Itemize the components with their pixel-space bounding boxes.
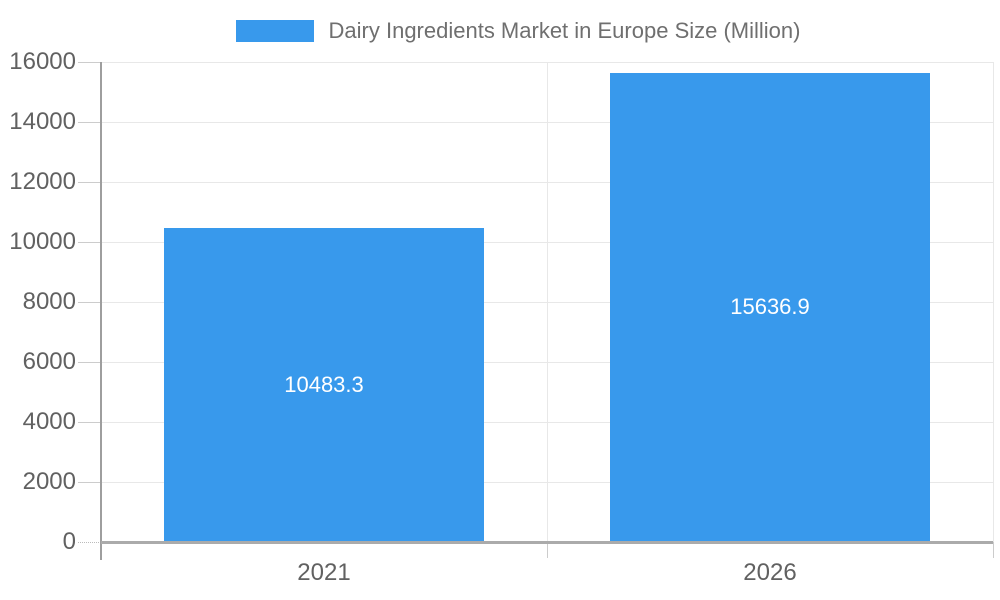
- bar[interactable]: [164, 227, 484, 542]
- x-tick-mark: [546, 542, 548, 558]
- y-axis-line: [100, 62, 102, 560]
- y-tick-mark: [78, 481, 101, 483]
- y-axis-tick-label: 14000: [9, 108, 76, 135]
- y-tick-mark: [78, 181, 101, 183]
- legend-label: Dairy Ingredients Market in Europe Size …: [328, 18, 801, 43]
- x-axis-line: [101, 541, 993, 544]
- y-tick-mark: [78, 241, 101, 243]
- y-tick-mark: [78, 301, 101, 303]
- x-axis-tick-label: 2021: [297, 559, 351, 586]
- bar-value-label: 15636.9: [730, 294, 810, 320]
- x-tick-mark: [992, 542, 994, 558]
- category-separator-line: [992, 62, 994, 542]
- legend[interactable]: Dairy Ingredients Market in Europe Size …: [18, 18, 1000, 44]
- x-axis-tick-label: 2026: [743, 559, 797, 586]
- category-separator-line: [546, 62, 548, 542]
- y-axis-tick-label: 16000: [9, 48, 76, 75]
- legend-swatch: [235, 20, 314, 42]
- bar-value-label: 10483.3: [284, 371, 364, 397]
- y-axis-tick-label: 12000: [9, 168, 76, 195]
- y-tick-mark: [78, 61, 101, 63]
- y-axis-tick-label: 10000: [9, 228, 76, 255]
- y-tick-mark: [78, 421, 101, 423]
- y-axis-tick-label: 8000: [22, 288, 76, 315]
- y-tick-mark: [78, 361, 101, 363]
- y-tick-mark: [78, 121, 101, 123]
- bar[interactable]: [610, 72, 930, 542]
- y-axis-tick-label: 6000: [22, 348, 76, 375]
- y-axis-tick-label: 2000: [22, 468, 76, 495]
- y-tick-mark: [78, 541, 101, 543]
- y-axis-tick-label: 0: [62, 528, 76, 555]
- y-axis-tick-label: 4000: [22, 408, 76, 435]
